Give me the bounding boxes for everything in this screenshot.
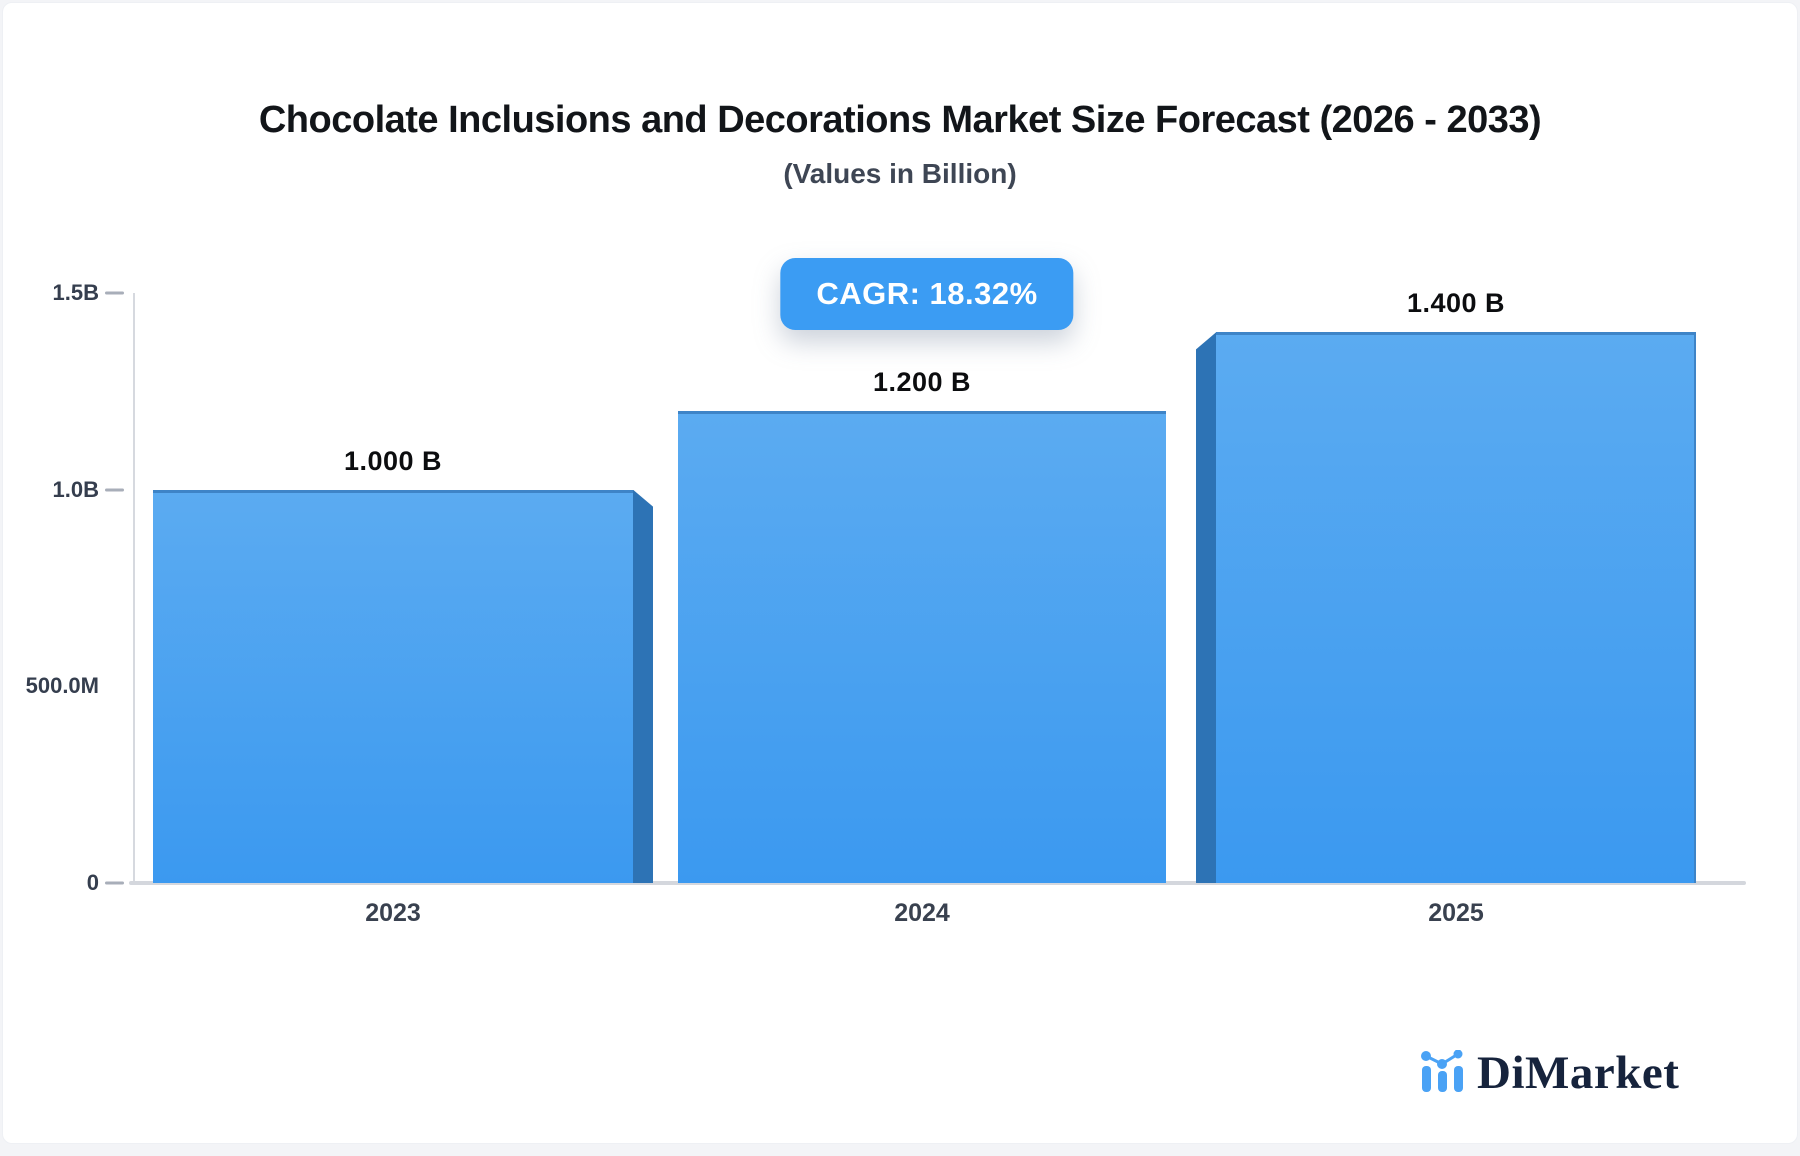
y-tick-label: 1.0B [52, 476, 99, 502]
y-tick-mark [105, 291, 124, 295]
x-tick-label-2025: 2025 [1428, 899, 1484, 927]
cagr-badge: CAGR: 18.32% [780, 258, 1074, 330]
y-tick-label: 500.0M [25, 673, 99, 699]
dimarket-logo-text: DiMarket [1477, 1047, 1680, 1099]
y-tick-label: 0 [86, 870, 99, 895]
plot-area: 1.5B 1.0B 500.0M 0 1.000 B 2023 1.200 B 2024 1.4… [26, 280, 1746, 927]
bar-2025[interactable] [1216, 332, 1696, 883]
y-tick-label: 1.5B [52, 280, 99, 305]
dimarket-logo-icon [1421, 1050, 1463, 1092]
cagr-badge-label: CAGR: 18.32% [816, 276, 1038, 311]
y-tick-mark [105, 881, 124, 885]
bar-value-label-2025: 1.400 B [1406, 288, 1506, 319]
bar-value-label-2023: 1.000 B [343, 445, 443, 476]
bar-2024[interactable] [678, 411, 1166, 883]
x-tick-label-2024: 2024 [894, 899, 950, 927]
chart-subtitle: (Values in Billion) [783, 158, 1017, 189]
dimarket-logo[interactable]: DiMarket [1421, 1043, 1679, 1103]
y-axis-line [133, 293, 135, 883]
chart-title: Chocolate Inclusions and Decorations Mar… [258, 99, 1542, 141]
bar-2023[interactable] [153, 489, 633, 883]
bar-3d-side-2023 [633, 489, 653, 883]
x-tick-label-2023: 2023 [365, 899, 421, 927]
bar-3d-side-2025 [1196, 332, 1216, 883]
bar-value-label-2024: 1.200 B [872, 367, 972, 397]
y-tick-mark [105, 488, 124, 492]
x-axis-line [129, 881, 1746, 885]
